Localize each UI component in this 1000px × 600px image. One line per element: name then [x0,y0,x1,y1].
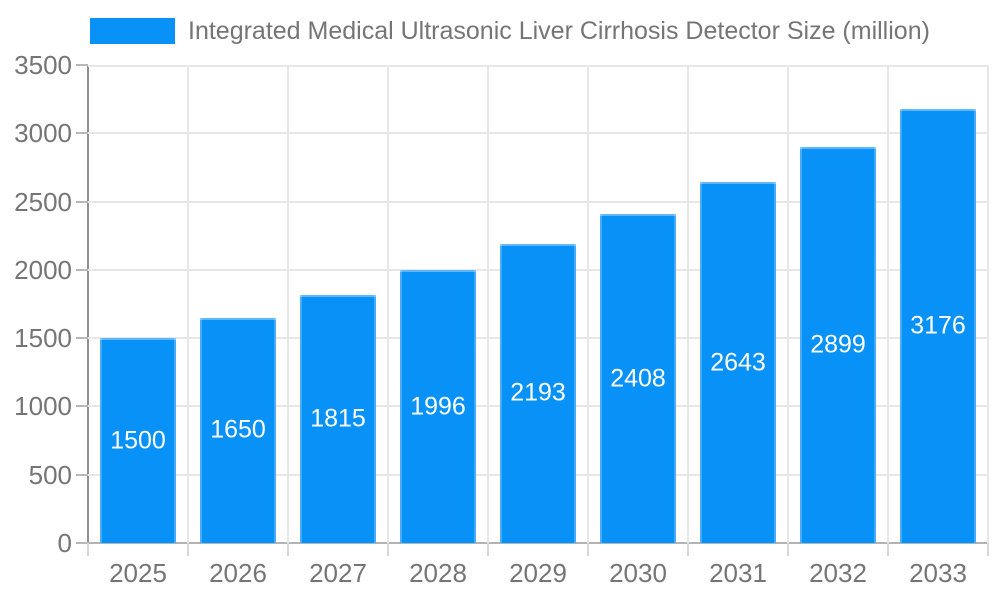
x-axis-tick [887,543,889,556]
y-axis-tick-label: 1000 [14,391,72,422]
x-axis-tick-label: 2029 [509,558,567,588]
vertical-gridline [887,65,889,543]
vertical-gridline [787,65,789,543]
bar-value-label: 2643 [710,348,766,377]
y-axis-tick [76,405,88,408]
bar-2027: 1815 [300,295,376,543]
y-axis-tick-label: 2000 [14,254,72,285]
bar-2029: 2193 [500,243,576,543]
bar-value-label: 2193 [510,378,566,407]
x-axis-tick-label: 2027 [309,558,367,588]
bar-value-label: 1500 [110,426,166,455]
bar-value-label: 1815 [310,404,366,433]
x-axis-tick [487,543,489,556]
x-axis-tick [287,543,289,556]
y-axis-tick [76,64,88,66]
y-axis-tick [76,337,88,340]
bar-value-label: 3176 [910,311,966,340]
vertical-gridline [487,65,489,543]
horizontal-gridline [88,65,988,67]
x-axis-tick [87,543,89,556]
bar-2030: 2408 [600,214,676,543]
bar-2032: 2899 [800,147,876,543]
vertical-gridline [587,65,589,543]
x-axis-tick-label: 2031 [709,558,767,588]
vertical-gridline [387,65,389,543]
vertical-gridline [987,65,989,543]
bar-2026: 1650 [200,317,276,543]
y-axis-tick-label: 2500 [14,186,72,217]
x-axis-tick-label: 2032 [809,558,867,588]
chart-legend: Integrated Medical Ultrasonic Liver Cirr… [90,17,930,45]
x-axis-line [88,542,988,544]
x-axis-tick-label: 2025 [109,558,167,588]
bar-value-label: 1996 [410,392,466,421]
y-axis-tick [76,542,88,544]
legend-swatch [90,18,175,44]
x-axis-tick-label: 2026 [209,558,267,588]
bar-2028: 1996 [400,270,476,543]
x-axis-tick-label: 2028 [409,558,467,588]
y-axis-tick-label: 1500 [14,323,72,354]
bar-2031: 2643 [700,182,776,543]
x-axis-tick [387,543,389,556]
vertical-gridline [687,65,689,543]
y-axis-tick [76,268,88,271]
vertical-gridline [187,65,189,543]
plot-area: 1500 1650 1815 1996 2193 2408 2643 2899 3176 [88,65,989,543]
x-axis-tick [187,543,189,556]
bar-2033: 3176 [900,109,976,543]
y-axis-tick-label: 0 [57,528,72,558]
y-axis-tick-label: 3000 [14,118,72,149]
horizontal-gridline [88,200,988,203]
y-axis-tick [76,200,88,203]
x-axis-tick-label: 2030 [609,558,667,588]
bar-value-label: 2408 [610,364,666,393]
y-axis-tick [76,473,88,476]
y-axis-tick [76,132,88,135]
bar-value-label: 1650 [210,415,266,444]
x-axis-tick [987,543,989,556]
legend-series-label: Integrated Medical Ultrasonic Liver Cirr… [188,16,930,45]
y-axis-tick-label: 500 [28,459,72,490]
bar-2025: 1500 [100,338,176,543]
horizontal-gridline [88,132,988,135]
vertical-gridline [287,65,289,543]
x-axis-tick-label: 2033 [909,558,967,588]
x-axis-tick [787,543,789,556]
y-axis-tick-label: 3500 [14,50,72,80]
bar-value-label: 2899 [810,330,866,359]
x-axis-tick [687,543,689,556]
x-axis-tick [587,543,589,556]
y-axis-line [87,65,89,556]
